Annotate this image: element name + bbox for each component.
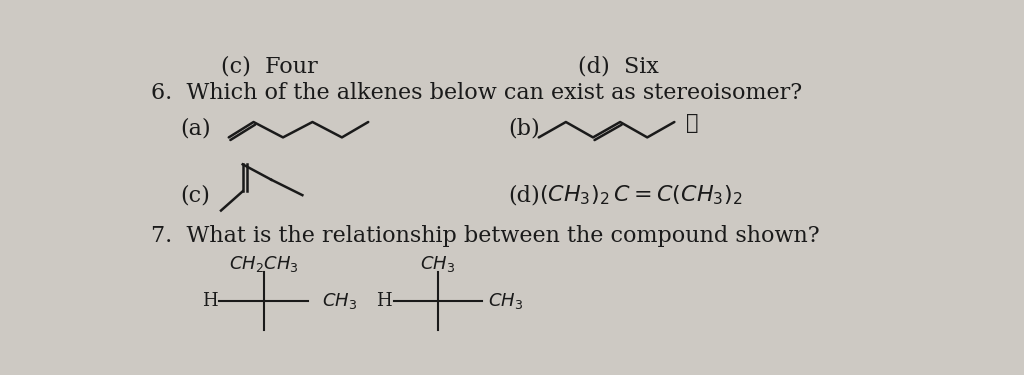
Text: ✓: ✓ bbox=[686, 114, 698, 133]
Text: (a): (a) bbox=[180, 117, 211, 139]
Text: H: H bbox=[202, 292, 217, 310]
Text: (c): (c) bbox=[180, 184, 211, 206]
Text: H: H bbox=[376, 292, 391, 310]
Text: $(CH_3)_2\,C = C(CH_3)_2$: $(CH_3)_2\,C = C(CH_3)_2$ bbox=[539, 183, 742, 207]
Text: (c)  Four: (c) Four bbox=[221, 56, 317, 78]
Text: 7.  What is the relationship between the compound shown?: 7. What is the relationship between the … bbox=[152, 225, 820, 247]
Text: (d): (d) bbox=[508, 184, 540, 206]
Text: (d)  Six: (d) Six bbox=[578, 56, 658, 78]
Text: $CH_3$: $CH_3$ bbox=[322, 291, 356, 310]
Text: 6.  Which of the alkenes below can exist as stereoisomer?: 6. Which of the alkenes below can exist … bbox=[152, 82, 803, 104]
Text: $CH_3$: $CH_3$ bbox=[421, 255, 456, 274]
Text: $CH_2CH_3$: $CH_2CH_3$ bbox=[228, 255, 298, 274]
Text: (b): (b) bbox=[508, 117, 540, 139]
Text: $CH_3$: $CH_3$ bbox=[488, 291, 523, 310]
